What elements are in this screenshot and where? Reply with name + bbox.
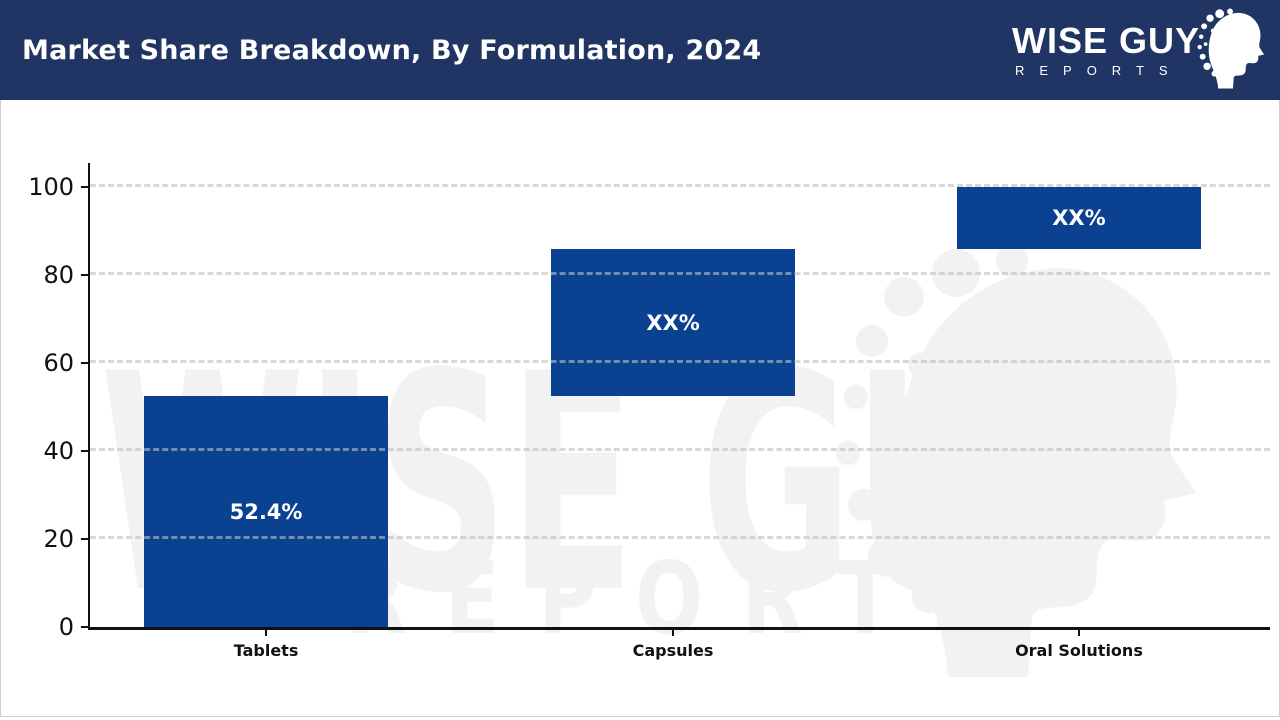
brand-text: WISE GUY REPORTS <box>1011 19 1200 78</box>
y-axis-tick <box>81 362 88 364</box>
y-axis-tick <box>81 626 88 628</box>
brand-name: WISE GUY <box>1011 19 1200 61</box>
brand-logo: WISE GUY REPORTS <box>1012 6 1270 94</box>
y-tick-label: 0 <box>58 613 74 641</box>
x-axis-tick <box>1077 627 1080 636</box>
y-axis-tick <box>81 450 88 452</box>
bar-value-label: XX% <box>1052 206 1106 231</box>
x-category-label: Oral Solutions <box>1015 641 1143 660</box>
gridline-100 <box>90 184 1270 187</box>
gridline-80 <box>90 272 1270 275</box>
plot-area: 0 20 40 60 80 100 52.4% Tablets XX% Capsules XX% Or… <box>28 163 1270 660</box>
bar-value-label: 52.4% <box>229 499 303 524</box>
chart-title: Market Share Breakdown, By Formulation, … <box>22 34 762 66</box>
gridline-20 <box>90 536 1270 539</box>
gridline-60 <box>90 360 1270 363</box>
x-category-label: Tablets <box>233 641 299 660</box>
x-category-label: Capsules <box>632 641 714 660</box>
gridline-40 <box>90 448 1270 451</box>
x-axis-tick <box>265 627 268 636</box>
chart-canvas: WISE GUY REPORTS 0 20 40 60 80 100 52.4% Tablet… <box>0 100 1280 720</box>
y-axis-tick <box>81 538 88 540</box>
y-axis-tick <box>81 186 88 188</box>
y-tick-label: 40 <box>43 437 74 465</box>
y-axis-tick <box>81 274 88 276</box>
brand-face-icon <box>1197 8 1265 89</box>
y-tick-label: 80 <box>43 261 74 289</box>
brand-tagline: REPORTS <box>1014 62 1183 78</box>
y-tick-label: 20 <box>43 525 74 553</box>
x-axis-tick <box>672 627 675 636</box>
bar-oral-solutions: XX% <box>956 187 1201 250</box>
bar-value-label: XX% <box>646 310 700 335</box>
bar-tablets: 52.4% <box>144 396 389 627</box>
y-tick-label: 100 <box>28 173 74 201</box>
y-tick-label: 60 <box>43 349 74 377</box>
header: Market Share Breakdown, By Formulation, … <box>0 0 1280 100</box>
